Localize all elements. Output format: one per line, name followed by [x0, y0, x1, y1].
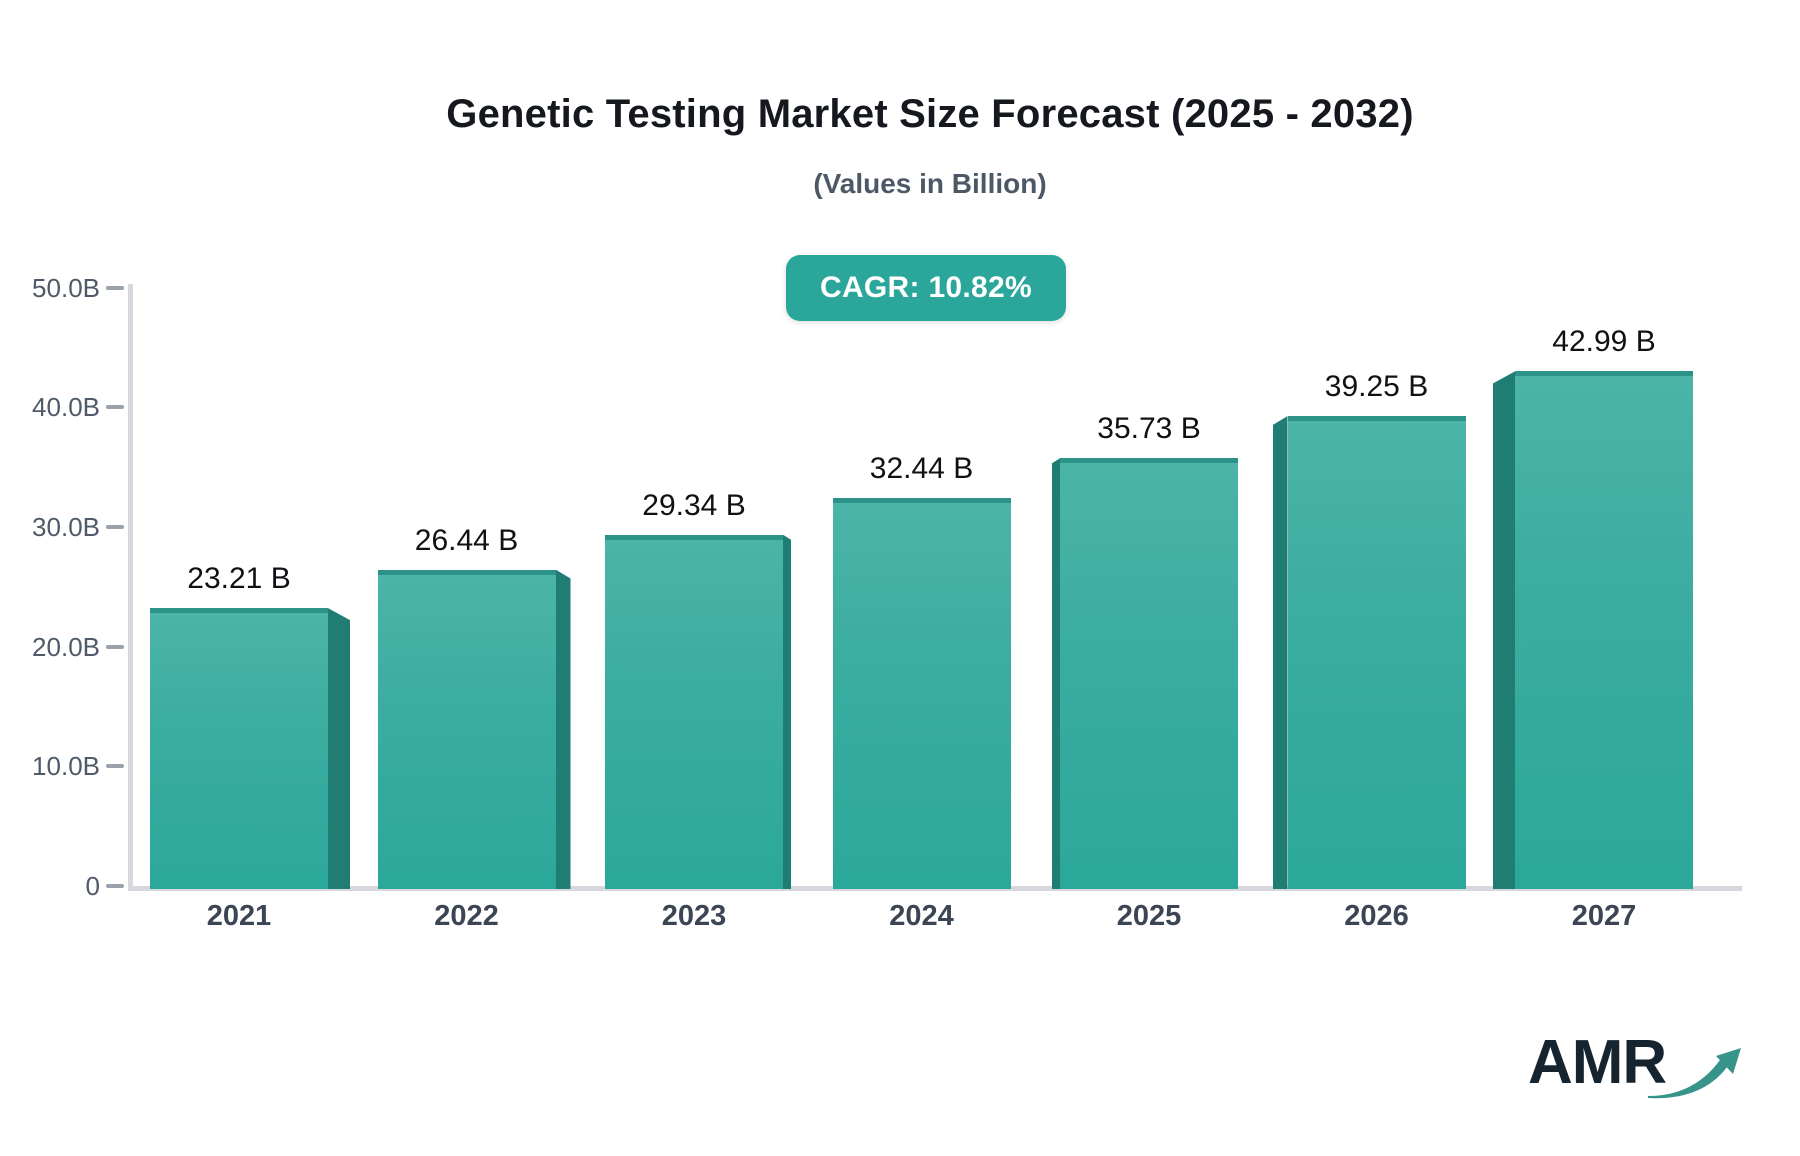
cagr-badge: CAGR: 10.82%	[785, 255, 1067, 321]
bar-value-2025: 35.73 B	[1097, 412, 1201, 446]
x-tick-label-2021: 2021	[206, 900, 272, 932]
bar-side-2021	[328, 608, 350, 889]
growth-arrow-icon	[1648, 1048, 1741, 1099]
y-axis-line	[128, 284, 133, 891]
y-tick-label-20: 20.0B	[32, 631, 100, 662]
y-tick-mark-50	[106, 285, 124, 290]
bar-value-2027: 42.99 B	[1552, 325, 1656, 359]
bar-2022[interactable]	[377, 569, 556, 889]
y-tick-label-50: 50.0B	[32, 272, 100, 303]
bar-value-2022: 26.44 B	[414, 523, 519, 557]
x-tick-label-2026: 2026	[1344, 900, 1409, 932]
bar-value-2021: 23.21 B	[187, 562, 291, 596]
y-tick-mark-0	[106, 884, 124, 888]
y-tick-label-0: 0	[85, 871, 100, 901]
y-tick-mark-10	[106, 764, 124, 769]
bar-value-2023: 29.34 B	[642, 488, 746, 522]
y-tick-label-30: 30.0B	[32, 511, 100, 542]
x-tick-label-2023: 2023	[661, 900, 727, 932]
bar-side-2026	[1272, 416, 1288, 889]
bar-side-2023	[783, 534, 791, 889]
brand-logo: AMR	[1528, 1028, 1741, 1122]
bar-side-2027	[1493, 371, 1515, 889]
bar-2027[interactable]	[1515, 371, 1693, 889]
y-tick-mark-30	[106, 524, 124, 529]
bar-2024[interactable]	[832, 497, 1011, 889]
y-tick-label-40: 40.0B	[32, 392, 100, 423]
y-tick-mark-20	[106, 644, 124, 649]
bar-value-2026: 39.25 B	[1324, 370, 1429, 404]
x-tick-label-2022: 2022	[434, 900, 499, 932]
chart-subtitle: (Values in Billion)	[813, 168, 1047, 199]
bar-side-2025	[1052, 458, 1060, 889]
y-tick-label-10: 10.0B	[32, 751, 100, 782]
bar-value-2024: 32.44 B	[869, 451, 974, 485]
brand-logo-text: AMR	[1528, 1028, 1667, 1097]
x-tick-label-2027: 2027	[1571, 900, 1637, 932]
x-tick-label-2024: 2024	[889, 900, 954, 932]
bar-2021[interactable]	[150, 608, 328, 889]
bar-2025[interactable]	[1060, 458, 1238, 889]
bar-2026[interactable]	[1287, 416, 1466, 889]
chart-title: Genetic Testing Market Size Forecast (20…	[446, 92, 1414, 136]
y-tick-mark-40	[106, 405, 124, 410]
x-tick-label-2025: 2025	[1116, 900, 1182, 932]
bar-side-2022	[555, 569, 571, 889]
bar-2023[interactable]	[605, 534, 783, 889]
